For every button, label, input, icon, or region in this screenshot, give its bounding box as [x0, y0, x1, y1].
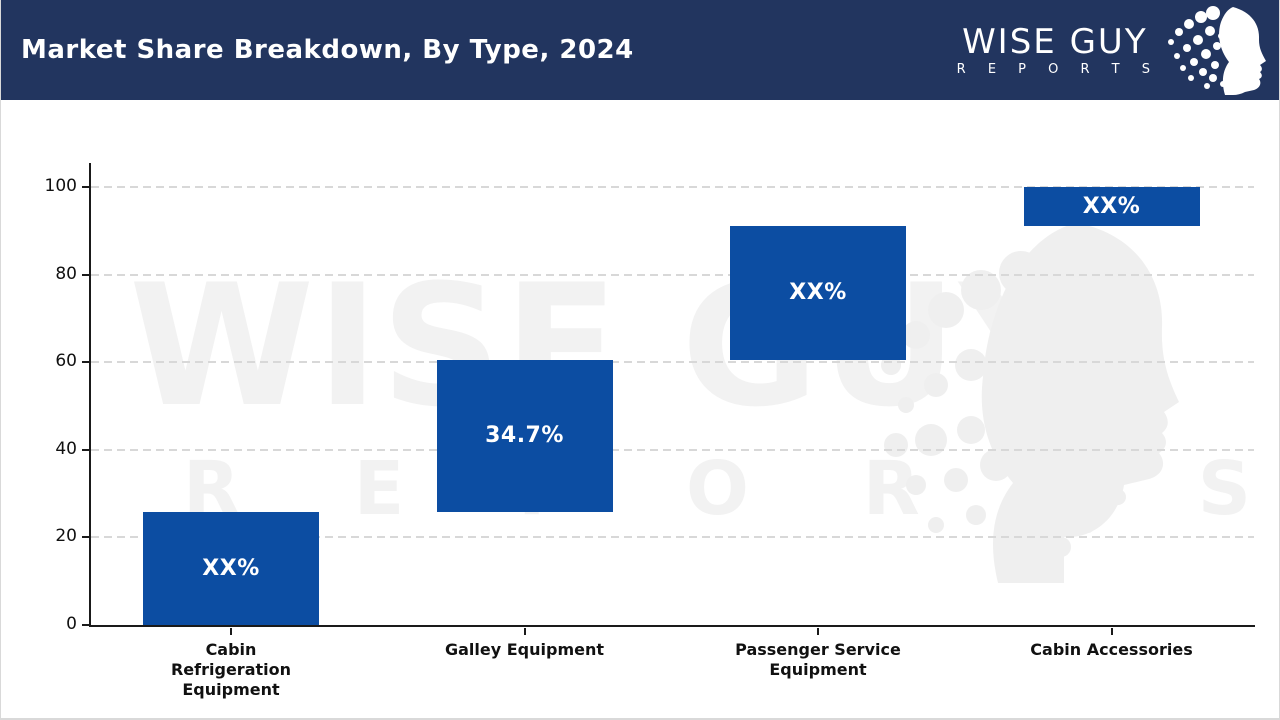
y-tick-40 — [82, 448, 89, 451]
page-title: Market Share Breakdown, By Type, 2024 — [21, 35, 634, 65]
logo-subtitle: R E P O R T S — [956, 61, 1159, 77]
gridline-60 — [91, 361, 1254, 364]
y-tick-20 — [82, 536, 89, 539]
category-label: Cabin Refrigeration Equipment — [170, 640, 291, 699]
bar-value-label: 34.7% — [485, 423, 564, 449]
x-tick — [523, 628, 526, 635]
bar-segment[interactable]: XX% — [143, 511, 319, 625]
watermark-head-dots — [881, 223, 1179, 583]
y-tick-80 — [82, 273, 89, 276]
category-label: Galley Equipment — [444, 640, 605, 659]
y-tick-label-0: 0 — [66, 614, 77, 634]
gridline-40 — [91, 448, 1254, 451]
y-tick-label-100: 100 — [44, 176, 77, 196]
header-bar: Market Share Breakdown, By Type, 2024 WI… — [1, 0, 1279, 100]
category-label: Cabin Accessories — [1030, 640, 1193, 659]
gridline-100 — [91, 186, 1254, 188]
x-tick — [817, 628, 819, 635]
bar-value-label: XX% — [789, 280, 847, 306]
y-tick-label-40: 40 — [55, 438, 77, 459]
y-tick-0 — [82, 624, 89, 626]
y-tick-100 — [82, 186, 89, 188]
logo-wordmark: WISE GUY — [962, 21, 1148, 62]
bar-segment[interactable]: XX% — [1023, 187, 1200, 226]
y-tick-label-80: 80 — [55, 263, 77, 284]
waterfall-chart: 0 20 40 60 80 100 XX% Cabin Refrigeration Equipme… — [1, 100, 1279, 718]
category-label: Passenger Service Equipment — [735, 640, 901, 679]
y-tick-label-60: 60 — [55, 351, 77, 372]
bar-value-label: XX% — [1082, 193, 1141, 219]
x-axis-line — [89, 625, 1255, 627]
gridline-80 — [91, 273, 1254, 276]
bar-segment[interactable]: 34.7% — [436, 360, 613, 512]
logo-text: WISE GUY R E P O R T S — [951, 24, 1159, 77]
x-tick — [1110, 628, 1113, 635]
wise-guy-reports-logo: WISE GUY R E P O R T S — [951, 4, 1279, 96]
y-tick-60 — [82, 361, 89, 364]
x-tick — [230, 628, 232, 635]
bar-segment[interactable]: XX% — [730, 225, 906, 360]
logo-head-dots-icon — [1168, 6, 1266, 95]
bar-value-label: XX% — [202, 555, 260, 581]
y-tick-label-20: 20 — [55, 526, 77, 547]
y-axis-line — [89, 163, 91, 627]
gridline-20 — [91, 536, 1254, 539]
